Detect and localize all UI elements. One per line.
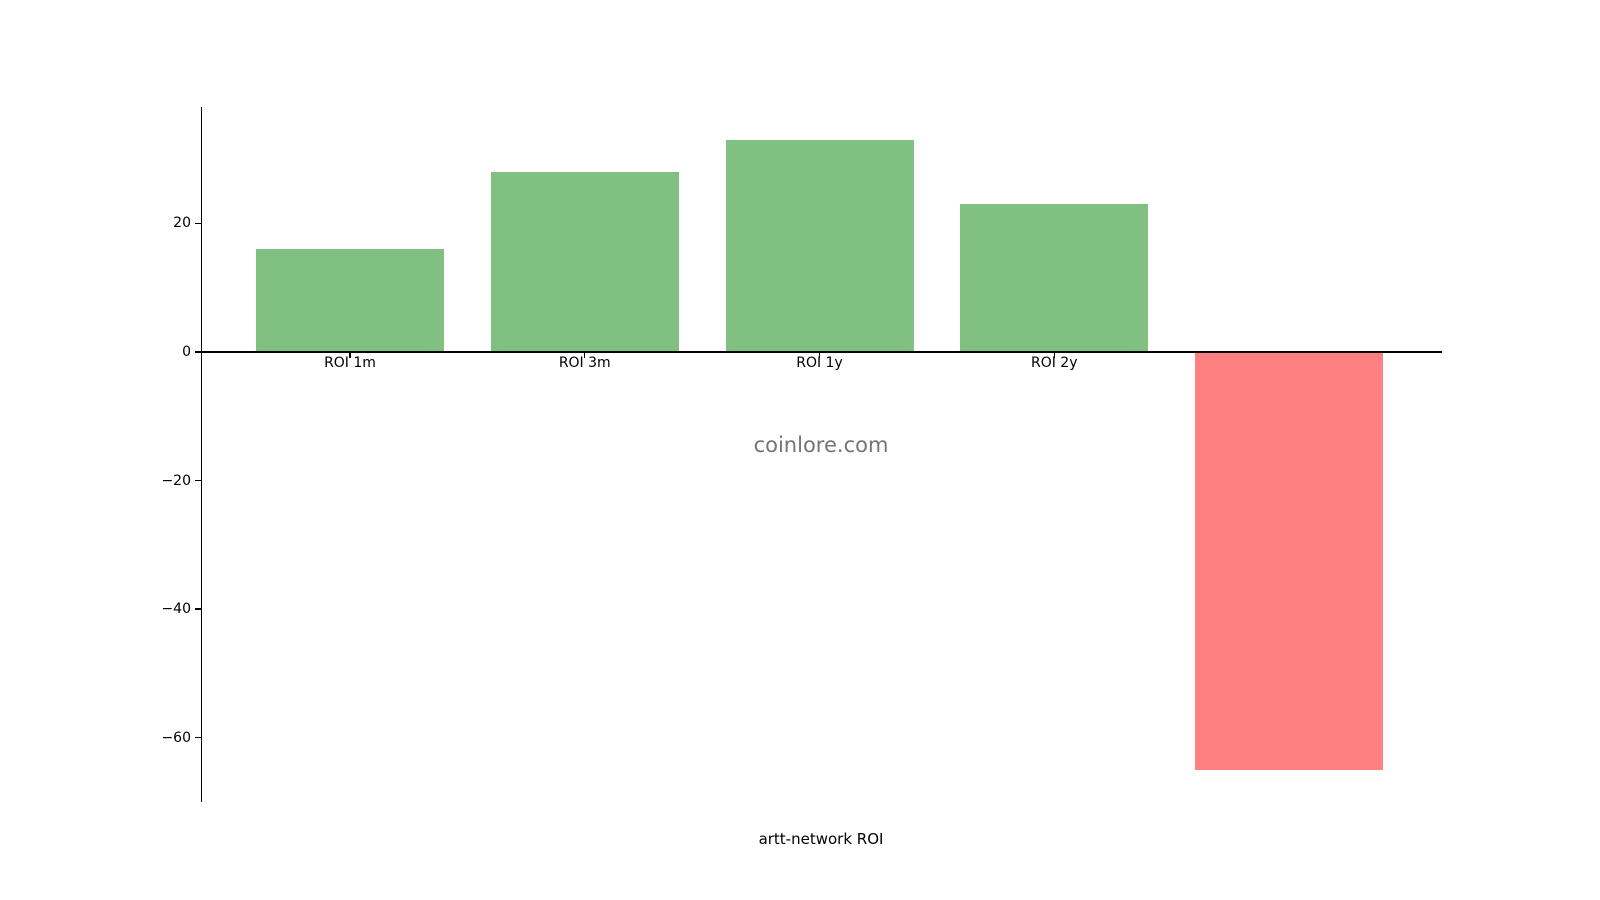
x-tick-4	[1053, 352, 1055, 358]
y-tick-20	[195, 222, 201, 225]
bar-roi-3m	[490, 171, 679, 352]
x-tick-label-roi-1y: ROI 1y	[796, 355, 843, 371]
y-tick-label-20: 20	[173, 215, 191, 232]
y-tick-−20	[195, 479, 201, 482]
bar-roi-1y	[725, 139, 914, 352]
x-tick-3	[818, 352, 821, 358]
bar-roi-1m	[256, 249, 444, 352]
y-tick-label-0: 0	[182, 344, 191, 360]
y-axis-spine	[201, 107, 203, 802]
x-axis-zero-line	[201, 351, 1442, 353]
y-tick-0	[195, 351, 201, 353]
y-tick-−60	[195, 737, 201, 739]
y-tick-−40	[195, 608, 201, 610]
bar-roi-2y	[960, 204, 1149, 352]
y-tick-label-−40: −40	[161, 601, 191, 618]
y-tick-label-−60: −60	[161, 729, 191, 746]
bar-bar-5	[1195, 352, 1383, 770]
x-tick-1	[349, 352, 351, 358]
x-axis-title: artt-network ROI	[758, 830, 884, 848]
x-tick-2	[584, 352, 586, 358]
x-tick-label-roi-2y: ROI 2y	[1030, 355, 1078, 371]
watermark-text: coinlore.com	[753, 433, 889, 457]
y-tick-label-−20: −20	[161, 472, 191, 489]
x-tick-label-roi-3m: ROI 3m	[558, 355, 611, 371]
x-tick-label-roi-1m: ROI 1m	[324, 355, 376, 371]
